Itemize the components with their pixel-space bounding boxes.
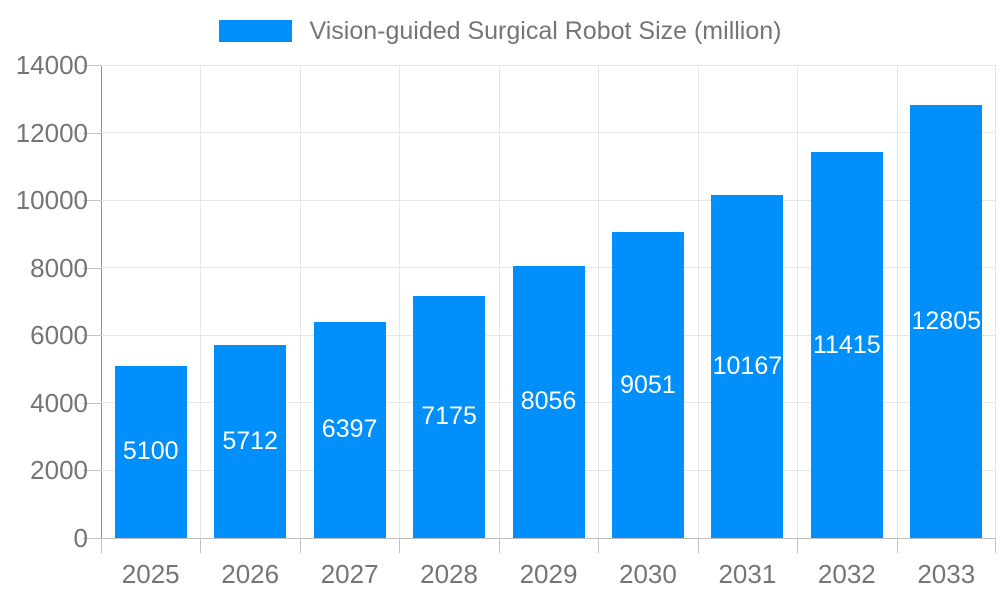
legend-swatch (218, 20, 292, 42)
x-tick-mark (498, 538, 500, 553)
x-gridline (896, 65, 898, 538)
bar: 5712 (214, 345, 287, 538)
bar-value-label: 12805 (911, 307, 982, 336)
bar: 5100 (114, 365, 187, 538)
x-axis-tick-label: 2026 (221, 559, 280, 589)
x-tick-mark (200, 538, 202, 553)
y-tick-mark (83, 200, 101, 202)
bar: 6397 (313, 321, 386, 538)
bar-value-label: 5712 (222, 427, 278, 456)
x-tick-mark (995, 538, 996, 553)
x-tick-mark (697, 538, 699, 553)
legend-label: Vision-guided Surgical Robot Size (milli… (309, 16, 782, 45)
y-tick-mark (83, 132, 101, 134)
y-tick-mark (83, 538, 101, 539)
bar-value-label: 5100 (122, 437, 179, 466)
bar-value-label: 8056 (520, 387, 577, 416)
y-tick-mark (83, 65, 101, 66)
bar-value-label: 11415 (812, 330, 881, 359)
y-axis-line (101, 65, 102, 553)
y-axis-tick-label: 12000 (15, 117, 88, 148)
x-axis-tick-label: 2029 (519, 559, 578, 589)
bar-value-label: 10167 (712, 351, 783, 380)
y-gridline (101, 199, 996, 201)
x-tick-mark (299, 538, 301, 553)
x-axis-line (83, 538, 996, 539)
x-tick-mark (101, 538, 102, 553)
bar: 8056 (512, 265, 585, 538)
x-tick-mark (598, 538, 600, 553)
y-gridline (101, 132, 996, 134)
y-axis-tick-label: 6000 (30, 320, 88, 351)
bar: 12805 (910, 105, 983, 538)
chart-legend: Vision-guided Surgical Robot Size (milli… (0, 16, 1000, 45)
bar: 7175 (413, 295, 486, 538)
bar-value-label: 6397 (321, 415, 378, 444)
y-axis-tick-label: 4000 (30, 387, 88, 418)
y-axis-tick-label: 2000 (30, 455, 88, 486)
bar-value-label: 9051 (620, 370, 676, 399)
x-tick-mark (797, 538, 799, 553)
x-axis-tick-label: 2030 (619, 559, 677, 589)
y-axis-tick-label: 0 (73, 523, 88, 553)
x-axis-tick-label: 2032 (817, 559, 876, 589)
x-gridline (498, 65, 500, 538)
x-gridline (797, 65, 799, 538)
y-axis-tick-label: 8000 (30, 252, 88, 283)
x-axis-tick-label: 2031 (718, 559, 777, 589)
y-axis-tick-label: 14000 (15, 50, 88, 80)
x-tick-mark (399, 538, 401, 553)
x-gridline (995, 65, 996, 538)
x-axis-tick-label: 2025 (121, 559, 180, 589)
y-tick-mark (83, 470, 101, 472)
bar: 11415 (810, 152, 883, 538)
x-gridline (200, 65, 202, 538)
bar: 10167 (711, 194, 784, 538)
x-tick-mark (896, 538, 898, 553)
x-gridline (598, 65, 600, 538)
x-gridline (399, 65, 401, 538)
x-axis-tick-label: 2028 (420, 559, 478, 589)
y-tick-mark (83, 402, 101, 404)
x-gridline (697, 65, 699, 538)
y-axis-tick-label: 10000 (15, 185, 88, 216)
x-gridline (299, 65, 301, 538)
bar: 9051 (611, 232, 684, 538)
plot-area: 5100 5712 6397 7175 8056 9051 10167 11415 12805 (101, 64, 996, 538)
bar-value-label: 7175 (421, 402, 477, 431)
y-tick-mark (83, 267, 101, 269)
y-gridline (101, 64, 996, 66)
x-axis-tick-label: 2027 (320, 559, 379, 589)
x-axis-tick-label: 2033 (917, 559, 976, 589)
y-tick-mark (83, 335, 101, 337)
